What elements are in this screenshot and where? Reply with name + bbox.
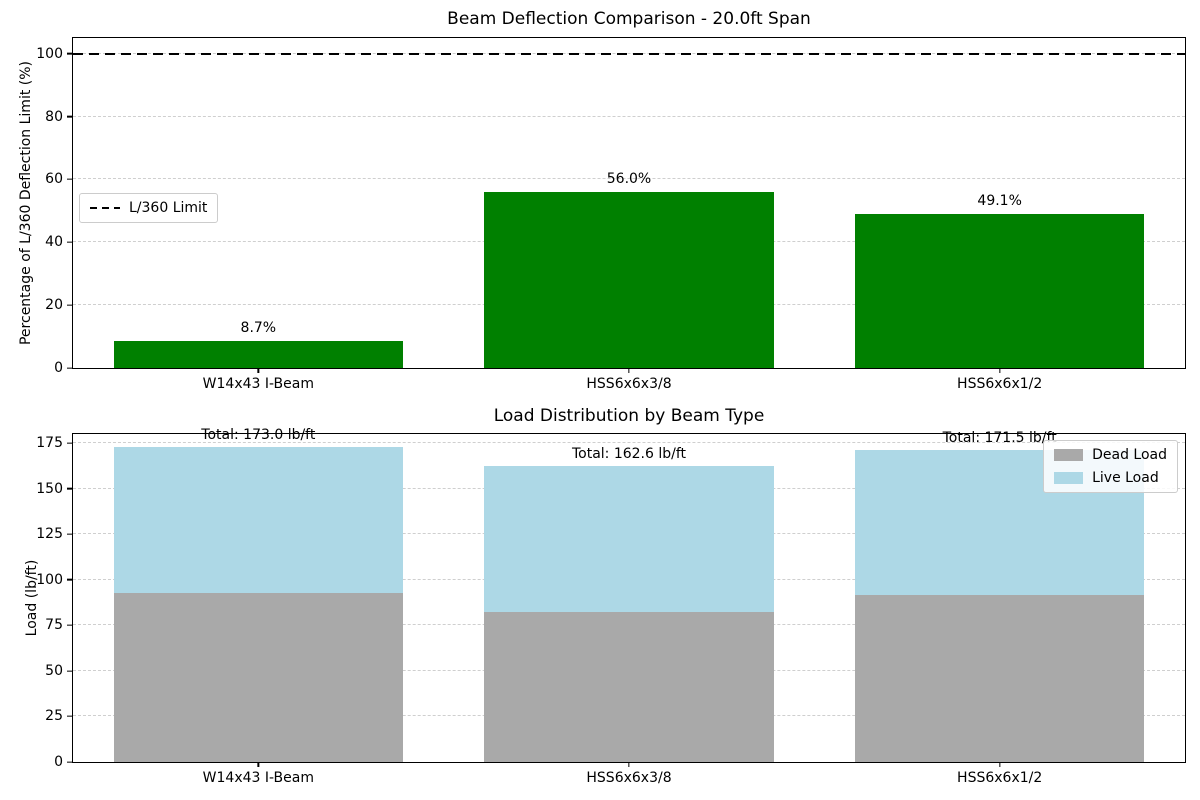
x-tick-label: W14x43 I-Beam: [202, 376, 314, 392]
color-swatch: [1054, 472, 1084, 485]
x-tick-mark: [628, 368, 630, 373]
y-tick-label: 25: [45, 708, 63, 725]
x-tick-label: HSS6x6x3/8: [586, 770, 672, 786]
y-tick-mark: [67, 624, 73, 626]
y-tick-label: 0: [54, 754, 63, 770]
y-tick-mark: [67, 367, 73, 369]
y-tick-mark: [67, 442, 73, 444]
y-tick-mark: [67, 579, 73, 581]
legend-label: Live Load: [1092, 470, 1159, 487]
y-tick-label: 100: [36, 45, 63, 62]
legend-entry: Live Load: [1054, 470, 1167, 486]
x-tick-mark: [257, 762, 259, 767]
bar: [484, 192, 774, 368]
y-tick-mark: [67, 115, 73, 118]
y-tick-label: 150: [36, 480, 63, 497]
y-tick-mark: [67, 761, 73, 763]
plot-area: 0 20 40 60 80 100 W14x43 I-Beam 8.7% HSS6x6x3/8 5…: [36, 37, 1186, 391]
total-label: Total: 173.0 lb/ft: [201, 426, 316, 443]
grid-line: [73, 442, 1185, 444]
y-tick-label: 0: [54, 360, 63, 376]
y-tick-mark: [67, 178, 73, 181]
bar-value-label: 56.0%: [606, 171, 652, 188]
y-tick-label: 50: [45, 662, 63, 679]
x-tick-label: HSS6x6x1/2: [957, 376, 1043, 392]
dead-load-segment: [113, 592, 403, 762]
y-tick-label: 60: [45, 171, 63, 188]
x-tick-label: HSS6x6x1/2: [957, 770, 1043, 786]
y-tick-label: 175: [36, 435, 63, 452]
load-chart: Load Distribution by Beam Type Load (lb/…: [24, 406, 1186, 785]
y-tick-mark: [67, 670, 73, 672]
y-tick-mark: [67, 533, 73, 535]
bar-value-label: 8.7%: [240, 319, 277, 336]
color-swatch: [1054, 449, 1084, 462]
dashed-line-swatch: [90, 207, 120, 210]
x-tick-label: W14x43 I-Beam: [202, 770, 314, 786]
x-tick-label: HSS6x6x3/8: [586, 376, 672, 392]
y-tick-label: 125: [36, 526, 63, 543]
legend-label: Dead Load: [1092, 447, 1167, 463]
y-tick-label: 100: [36, 571, 63, 588]
chart-title: Load Distribution by Beam Type: [493, 406, 765, 426]
x-tick-mark: [999, 762, 1001, 767]
deflection-chart: Beam Deflection Comparison - 20.0ft Span…: [18, 9, 1186, 391]
live-load-segment: [113, 446, 403, 593]
y-tick-label: 80: [45, 108, 63, 125]
y-tick-label: 75: [45, 617, 63, 634]
y-tick-mark: [67, 304, 73, 306]
legend-entry: L/360 Limit: [90, 200, 207, 216]
total-label: Total: 171.5 lb/ft: [942, 429, 1057, 446]
grid-line: [73, 178, 1185, 180]
y-tick-label: 20: [45, 297, 63, 314]
chart-title: Beam Deflection Comparison - 20.0ft Span: [447, 9, 811, 29]
grid-line: [73, 115, 1185, 117]
legend-label: L/360 Limit: [129, 200, 208, 217]
plot-area: 0 25 50 75 100 125 150 175 W14x43 I-Beam Total: 1…: [36, 428, 1186, 785]
legend-entry: Dead Load: [1054, 447, 1167, 463]
dead-load-segment: [855, 595, 1145, 762]
y-tick-label: 40: [45, 234, 63, 251]
bar-value-label: 49.1%: [977, 192, 1022, 209]
bar: [113, 340, 403, 368]
legend: Dead Load Live Load: [1043, 440, 1178, 494]
y-tick-mark: [67, 241, 73, 243]
bar: [855, 213, 1145, 368]
y-tick-mark: [67, 488, 73, 490]
legend: L/360 Limit: [79, 193, 219, 224]
total-label: Total: 162.6 lb/ft: [571, 445, 687, 462]
x-tick-mark: [257, 368, 259, 373]
dead-load-segment: [484, 611, 774, 762]
x-tick-mark: [628, 762, 630, 767]
y-tick-mark: [67, 715, 73, 718]
y-tick-mark: [67, 53, 73, 55]
live-load-segment: [484, 465, 774, 612]
x-tick-mark: [999, 368, 1001, 373]
limit-line: [73, 52, 1185, 55]
